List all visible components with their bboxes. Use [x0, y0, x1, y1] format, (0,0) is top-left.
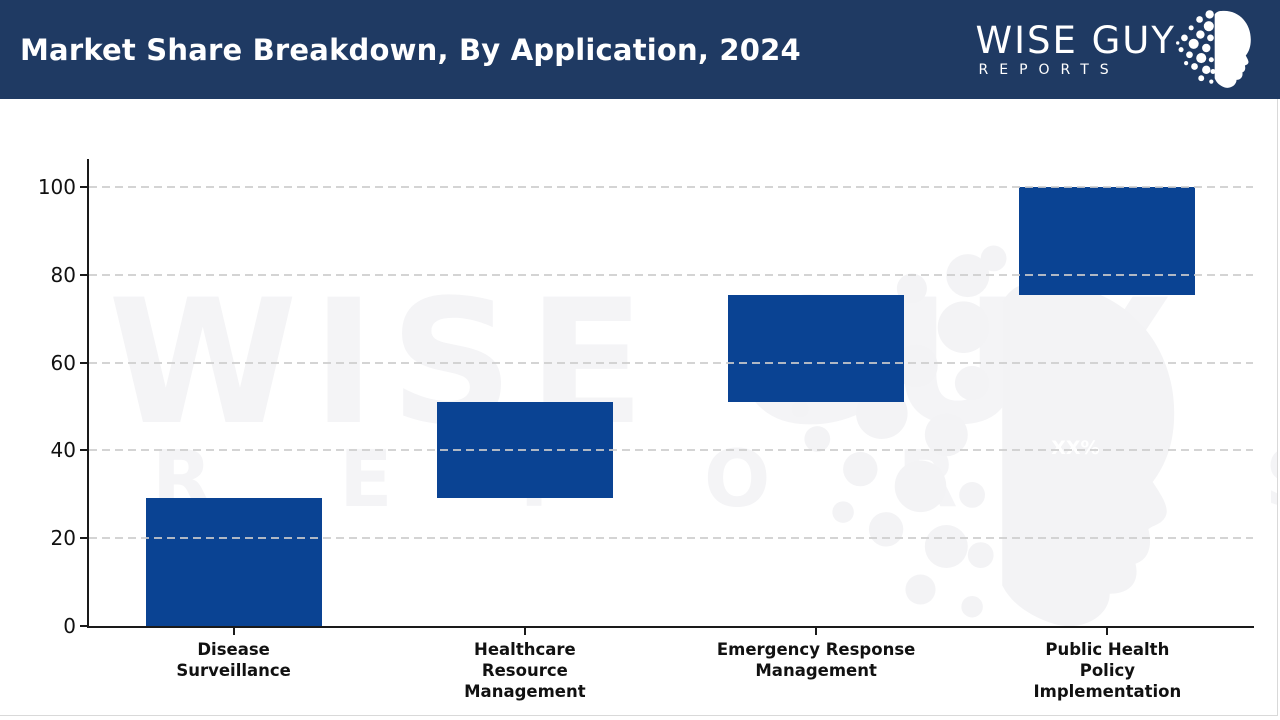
brand-logo: WISE GUY REPORTS [976, 6, 1256, 94]
y-axis-spine [87, 159, 89, 627]
y-tick-40 [80, 449, 88, 452]
y-tick-label: 40 [50, 438, 76, 463]
y-tick-100 [80, 186, 88, 188]
bar-segment-3 [728, 294, 905, 403]
x-category-label: Emergency Response Management [716, 640, 916, 680]
header-bar: Market Share Breakdown, By Application, … [0, 0, 1280, 99]
bar-value-label: 29.2% [751, 548, 818, 571]
y-tick-0 [80, 625, 88, 627]
x-tick-3 [815, 628, 818, 635]
y-tick-label: 0 [63, 614, 76, 638]
y-tick-label: 80 [50, 262, 76, 287]
x-tick-2 [523, 628, 526, 635]
x-category-label: Public Health Policy Implementation [1033, 640, 1182, 701]
bar-value-label: XX% [1019, 228, 1277, 250]
brand-subname: REPORTS [978, 62, 1120, 78]
page-title: Market Share Breakdown, By Application, … [20, 32, 801, 67]
y-tick-label: 100 [37, 175, 76, 199]
y-tick-label: 60 [50, 350, 76, 375]
gridline-y-20 [89, 537, 1253, 540]
y-tick-60 [80, 361, 88, 364]
watermark-face-icon [770, 209, 1200, 673]
y-tick-label: 20 [50, 526, 76, 551]
gridline-y-80 [89, 273, 1253, 276]
gridline-y-60 [89, 361, 1253, 364]
bar-value-label: XX% [728, 336, 1277, 358]
bar-segment-1 [145, 497, 322, 626]
face-profile-logo-icon [1170, 6, 1256, 94]
x-tick-1 [232, 628, 235, 635]
y-tick-80 [80, 273, 88, 276]
brand-logo-text: WISE GUY REPORTS [976, 22, 1176, 77]
gridline-y-100 [89, 186, 1253, 188]
x-category-label: Disease Surveillance [176, 640, 291, 680]
bar-value-label: XX% [1051, 436, 1100, 459]
x-category-label: Healthcare Resource Management [464, 640, 586, 701]
x-axis-spine [87, 626, 1254, 628]
y-tick-20 [80, 537, 88, 540]
x-tick-4 [1106, 628, 1109, 635]
chart-canvas: WISE GUY R E P O R T S 0 20 40 60 80 100 29.2%… [0, 99, 1278, 716]
brand-name: WISE GUY [975, 19, 1176, 62]
gridline-y-40 [89, 449, 1253, 452]
bar-segment-4 [1019, 187, 1196, 295]
